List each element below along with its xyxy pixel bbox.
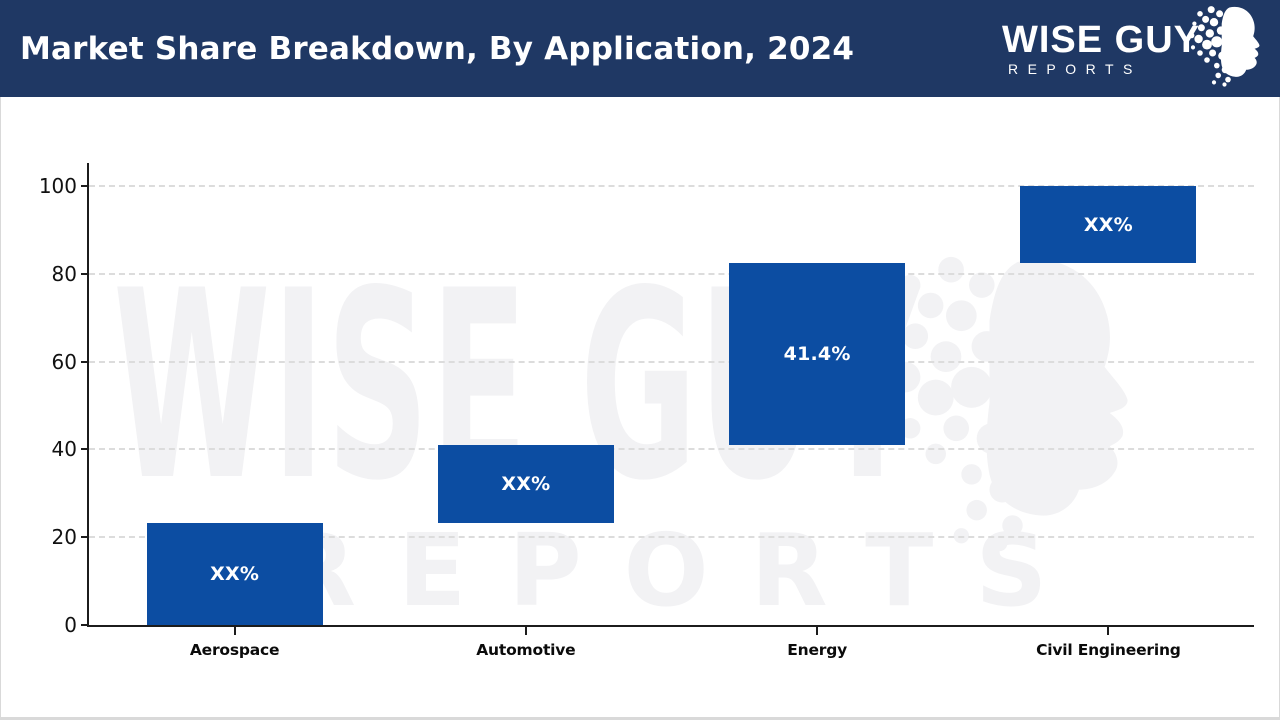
bar-segment: 41.4% — [729, 263, 906, 445]
gridline — [89, 360, 1254, 363]
gridline — [89, 272, 1254, 275]
x-axis-tick — [1107, 627, 1110, 635]
gridline — [89, 448, 1254, 451]
y-axis-spine — [87, 163, 89, 627]
y-axis-tick — [81, 624, 89, 626]
bar-value-label: 41.4% — [783, 343, 851, 366]
bar-value-label: XX% — [501, 473, 551, 496]
x-axis-category-label: Aerospace — [189, 641, 280, 659]
y-axis-tick-label: 40 — [51, 437, 77, 462]
brand-logo: WISE GUY REPORTS — [1002, 4, 1270, 94]
x-axis-tick — [816, 627, 819, 635]
chart-area: WISE GUY REPORTS 0 20 40 60 80 100 XX% Aerospac… — [0, 97, 1280, 720]
y-axis-tick-label: 100 — [38, 174, 77, 198]
x-axis-category-label: Energy — [787, 641, 848, 659]
plot-area: 0 20 40 60 80 100 XX% Aerospace XX% Automotive 41.… — [1, 97, 1279, 717]
y-axis-tick — [81, 185, 89, 187]
brand-name-text: WISE GUY — [1001, 18, 1200, 61]
brand-subtext: REPORTS — [1007, 61, 1142, 78]
bar-value-label: XX% — [1083, 213, 1133, 236]
gridline — [89, 536, 1254, 539]
gridline — [89, 185, 1254, 187]
y-axis-tick-label: 0 — [64, 613, 77, 637]
y-axis-tick — [81, 536, 89, 539]
y-axis-tick-label: 20 — [51, 525, 77, 550]
x-axis-tick — [524, 627, 527, 635]
bar-value-label: XX% — [210, 563, 260, 586]
page-title: Market Share Breakdown, By Application, … — [20, 30, 855, 67]
y-axis-tick-label: 60 — [51, 349, 77, 374]
brand-wordmark: WISE GUY REPORTS — [1001, 18, 1200, 78]
bar-segment: XX% — [1020, 186, 1197, 264]
header: Market Share Breakdown, By Application, … — [0, 0, 1280, 97]
y-axis-tick — [81, 272, 89, 275]
x-axis-category-label: Automotive — [476, 641, 576, 659]
y-axis-tick — [81, 360, 89, 363]
bar-segment: XX% — [146, 523, 323, 625]
x-axis-category-label: Civil Engineering — [1036, 641, 1181, 659]
y-axis-tick-label: 80 — [51, 261, 77, 286]
y-axis-tick — [81, 448, 89, 451]
x-axis-tick — [233, 627, 236, 635]
x-axis-spine — [87, 625, 1254, 627]
bar-segment: XX% — [437, 445, 614, 524]
